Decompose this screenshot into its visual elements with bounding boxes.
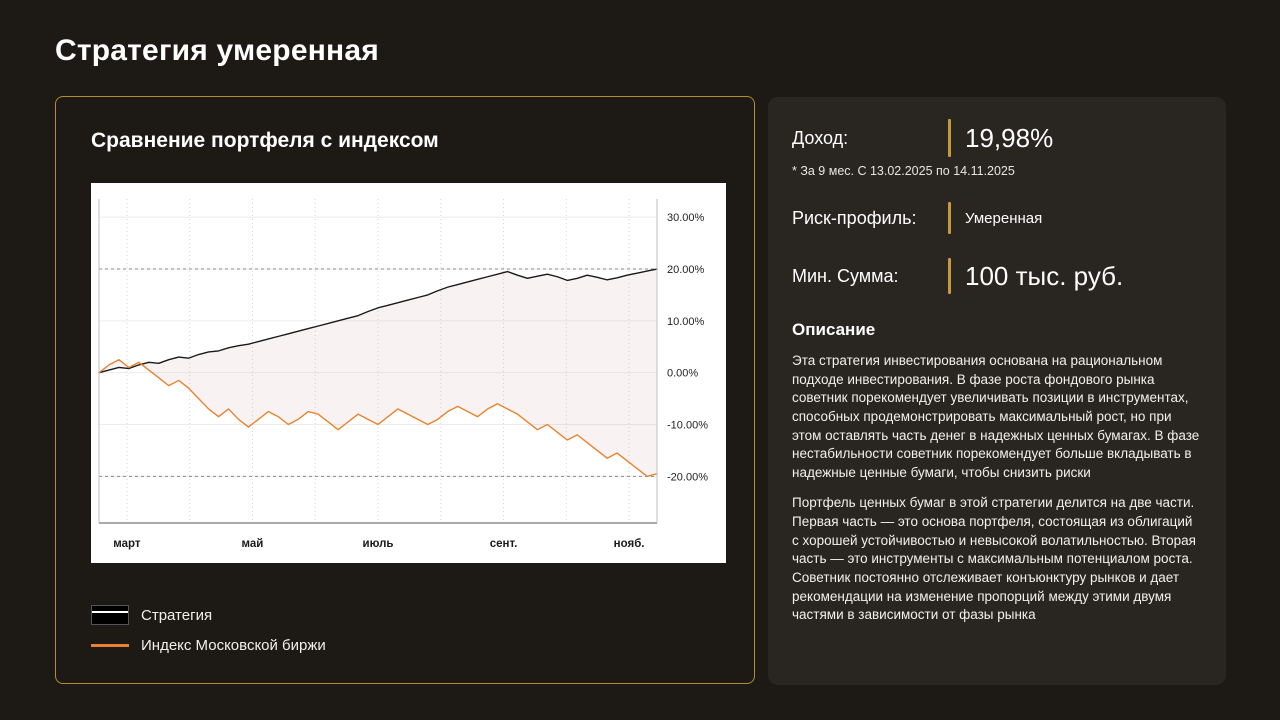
comparison-chart: 30.00% 20.00% 10.00% 0.00% -10.00% -20.00% мар… xyxy=(91,183,726,563)
income-label: Доход: xyxy=(792,127,849,148)
svg-text:10.00%: 10.00% xyxy=(667,316,705,328)
min-sum-value: 100 тыс. руб. xyxy=(965,260,1124,291)
svg-text:30.00%: 30.00% xyxy=(667,212,705,224)
svg-text:0.00%: 0.00% xyxy=(667,368,698,380)
comparison-chart-svg: 30.00% 20.00% 10.00% 0.00% -10.00% -20.00% мар… xyxy=(98,199,708,550)
comparison-chart-card: Сравнение портфеля с индексом 30.00% 20.0… xyxy=(55,96,755,684)
legend-item-strategy: Стратегия xyxy=(91,605,326,625)
gold-divider xyxy=(948,119,951,157)
min-sum-label: Мин. Сумма: xyxy=(792,265,899,286)
legend-item-index: Индекс Московской биржи xyxy=(91,637,326,654)
gold-divider xyxy=(948,202,951,234)
risk-profile-row: Риск-профиль: Умеренная xyxy=(792,202,1202,234)
svg-text:сент.: сент. xyxy=(490,538,518,550)
income-period-note: * За 9 мес. С 13.02.2025 по 14.11.2025 xyxy=(792,164,1015,178)
svg-text:-10.00%: -10.00% xyxy=(667,420,708,432)
svg-text:-20.00%: -20.00% xyxy=(667,471,708,483)
svg-text:20.00%: 20.00% xyxy=(667,264,705,276)
income-value: 19,98% xyxy=(965,122,1054,153)
svg-text:нояб.: нояб. xyxy=(614,538,645,550)
strategy-info-card: Доход: 19,98% * За 9 мес. С 13.02.2025 п… xyxy=(768,97,1226,685)
index-line-swatch-icon xyxy=(91,644,129,647)
min-sum-row: Мин. Сумма: 100 тыс. руб. xyxy=(792,258,1202,294)
strategy-swatch-icon xyxy=(91,605,129,625)
chart-title: Сравнение портфеля с индексом xyxy=(91,129,439,152)
risk-profile-value: Умеренная xyxy=(965,209,1043,227)
risk-profile-label: Риск-профиль: xyxy=(792,207,917,228)
description-title: Описание xyxy=(792,320,876,339)
description-paragraph-1: Эта стратегия инвестирования основана на… xyxy=(792,353,1200,480)
svg-text:июль: июль xyxy=(363,538,394,550)
chart-legend: Стратегия Индекс Московской биржи xyxy=(91,605,326,666)
description-paragraph-2: Портфель ценных бумаг в этой стратегии д… xyxy=(792,495,1196,623)
legend-label-index: Индекс Московской биржи xyxy=(141,637,326,654)
legend-label-strategy: Стратегия xyxy=(141,606,213,624)
income-row: Доход: 19,98% xyxy=(792,119,1202,157)
svg-text:май: май xyxy=(242,538,264,550)
page-title: Стратегия умеренная xyxy=(55,34,379,67)
svg-text:март: март xyxy=(113,538,141,550)
gold-divider xyxy=(948,258,951,294)
